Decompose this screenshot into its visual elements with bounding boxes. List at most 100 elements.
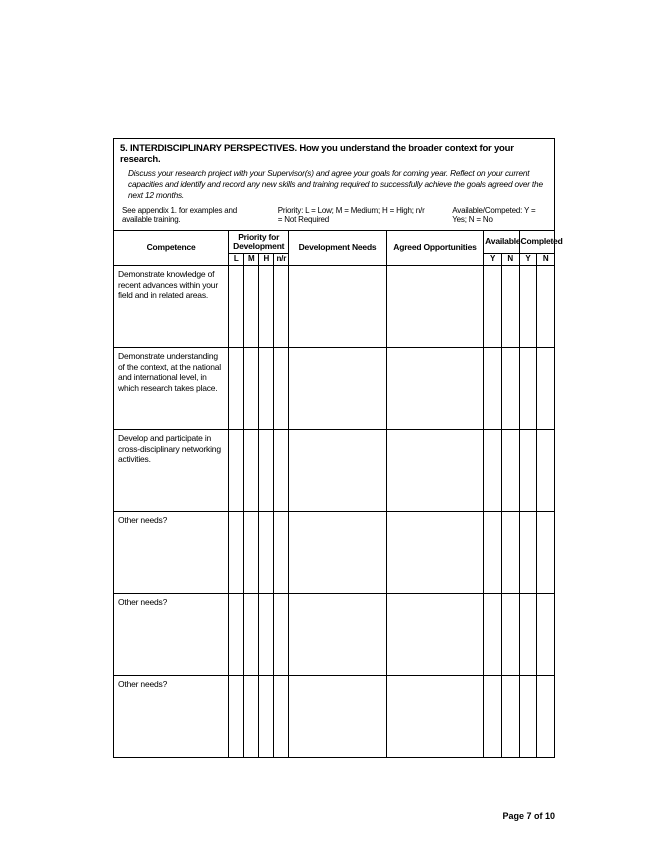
cell-competence: Other needs? — [114, 676, 229, 758]
col-priority-nr: n/r — [274, 254, 289, 266]
cell-competence: Demonstrate understanding of the context… — [114, 348, 229, 430]
section-title-text: INTERDISCIPLINARY PERSPECTIVES. How you … — [120, 143, 514, 165]
cell-priority-l[interactable] — [229, 676, 244, 758]
section-header: 5. INTERDISCIPLINARY PERSPECTIVES. How y… — [113, 138, 555, 230]
cell-completed-n[interactable] — [537, 594, 555, 676]
cell-dev-needs[interactable] — [289, 512, 386, 594]
cell-priority-nr[interactable] — [274, 512, 289, 594]
cell-priority-h[interactable] — [259, 512, 274, 594]
cell-available-n[interactable] — [501, 348, 519, 430]
cell-available-n[interactable] — [501, 430, 519, 512]
col-agreed-opp: Agreed Opportunities — [386, 230, 483, 265]
cell-completed-y[interactable] — [519, 676, 537, 758]
cell-available-y[interactable] — [484, 266, 502, 348]
cell-available-n[interactable] — [501, 266, 519, 348]
cell-dev-needs[interactable] — [289, 348, 386, 430]
cell-competence: Other needs? — [114, 512, 229, 594]
cell-completed-n[interactable] — [537, 512, 555, 594]
cell-available-y[interactable] — [484, 430, 502, 512]
cell-dev-needs[interactable] — [289, 266, 386, 348]
col-priority: Priority for Development — [229, 230, 289, 254]
cell-available-y[interactable] — [484, 348, 502, 430]
cell-priority-nr[interactable] — [274, 676, 289, 758]
table-row: Demonstrate knowledge of recent advances… — [114, 266, 555, 348]
cell-agreed-opp[interactable] — [386, 676, 483, 758]
cell-priority-l[interactable] — [229, 594, 244, 676]
cell-competence: Other needs? — [114, 594, 229, 676]
cell-priority-m[interactable] — [244, 348, 259, 430]
col-available-n: N — [501, 254, 519, 266]
cell-agreed-opp[interactable] — [386, 348, 483, 430]
cell-priority-m[interactable] — [244, 430, 259, 512]
col-priority-l: L — [229, 254, 244, 266]
table-body: Demonstrate knowledge of recent advances… — [114, 266, 555, 758]
col-available-y: Y — [484, 254, 502, 266]
cell-priority-m[interactable] — [244, 594, 259, 676]
table-row: Other needs? — [114, 676, 555, 758]
competence-table: Competence Priority for Development Deve… — [113, 230, 555, 758]
cell-priority-l[interactable] — [229, 512, 244, 594]
table-row: Develop and participate in cross-discipl… — [114, 430, 555, 512]
cell-available-y[interactable] — [484, 594, 502, 676]
cell-dev-needs[interactable] — [289, 594, 386, 676]
cell-competence: Develop and participate in cross-discipl… — [114, 430, 229, 512]
cell-agreed-opp[interactable] — [386, 430, 483, 512]
legend-appendix: See appendix 1. for examples and availab… — [122, 206, 256, 224]
legend-priority: Priority: L = Low; M = Medium; H = High;… — [278, 206, 430, 224]
col-dev-needs: Development Needs — [289, 230, 386, 265]
cell-completed-y[interactable] — [519, 266, 537, 348]
cell-available-n[interactable] — [501, 676, 519, 758]
col-completed-n: N — [537, 254, 555, 266]
col-available: Available — [484, 230, 519, 254]
cell-available-y[interactable] — [484, 676, 502, 758]
cell-priority-h[interactable] — [259, 266, 274, 348]
col-priority-h: H — [259, 254, 274, 266]
cell-completed-n[interactable] — [537, 266, 555, 348]
col-priority-m: M — [244, 254, 259, 266]
cell-priority-h[interactable] — [259, 594, 274, 676]
cell-priority-nr[interactable] — [274, 594, 289, 676]
table-row: Other needs? — [114, 594, 555, 676]
cell-priority-m[interactable] — [244, 676, 259, 758]
cell-priority-h[interactable] — [259, 676, 274, 758]
cell-priority-h[interactable] — [259, 348, 274, 430]
cell-available-n[interactable] — [501, 594, 519, 676]
page-footer: Page 7 of 10 — [502, 811, 555, 821]
cell-completed-y[interactable] — [519, 430, 537, 512]
cell-agreed-opp[interactable] — [386, 594, 483, 676]
cell-priority-m[interactable] — [244, 512, 259, 594]
cell-priority-l[interactable] — [229, 266, 244, 348]
section-instruction: Discuss your research project with your … — [128, 168, 548, 202]
cell-priority-nr[interactable] — [274, 266, 289, 348]
cell-completed-n[interactable] — [537, 430, 555, 512]
header-row-1: Competence Priority for Development Deve… — [114, 230, 555, 254]
cell-completed-n[interactable] — [537, 676, 555, 758]
col-completed-y: Y — [519, 254, 537, 266]
cell-agreed-opp[interactable] — [386, 266, 483, 348]
cell-completed-y[interactable] — [519, 594, 537, 676]
cell-dev-needs[interactable] — [289, 430, 386, 512]
section-number: 5. — [120, 143, 128, 154]
cell-completed-n[interactable] — [537, 348, 555, 430]
cell-priority-l[interactable] — [229, 430, 244, 512]
cell-priority-m[interactable] — [244, 266, 259, 348]
col-competence: Competence — [114, 230, 229, 265]
cell-completed-y[interactable] — [519, 348, 537, 430]
cell-priority-l[interactable] — [229, 348, 244, 430]
cell-completed-y[interactable] — [519, 512, 537, 594]
page: 5. INTERDISCIPLINARY PERSPECTIVES. How y… — [0, 0, 655, 849]
cell-priority-nr[interactable] — [274, 430, 289, 512]
col-completed: Completed — [519, 230, 554, 254]
cell-available-y[interactable] — [484, 512, 502, 594]
cell-priority-nr[interactable] — [274, 348, 289, 430]
legend-row: See appendix 1. for examples and availab… — [122, 206, 548, 224]
table-row: Other needs? — [114, 512, 555, 594]
cell-dev-needs[interactable] — [289, 676, 386, 758]
cell-competence: Demonstrate knowledge of recent advances… — [114, 266, 229, 348]
cell-priority-h[interactable] — [259, 430, 274, 512]
cell-agreed-opp[interactable] — [386, 512, 483, 594]
legend-available: Available/Competed: Y = Yes; N = No — [452, 206, 548, 224]
cell-available-n[interactable] — [501, 512, 519, 594]
section-title: 5. INTERDISCIPLINARY PERSPECTIVES. How y… — [120, 143, 548, 165]
table-row: Demonstrate understanding of the context… — [114, 348, 555, 430]
